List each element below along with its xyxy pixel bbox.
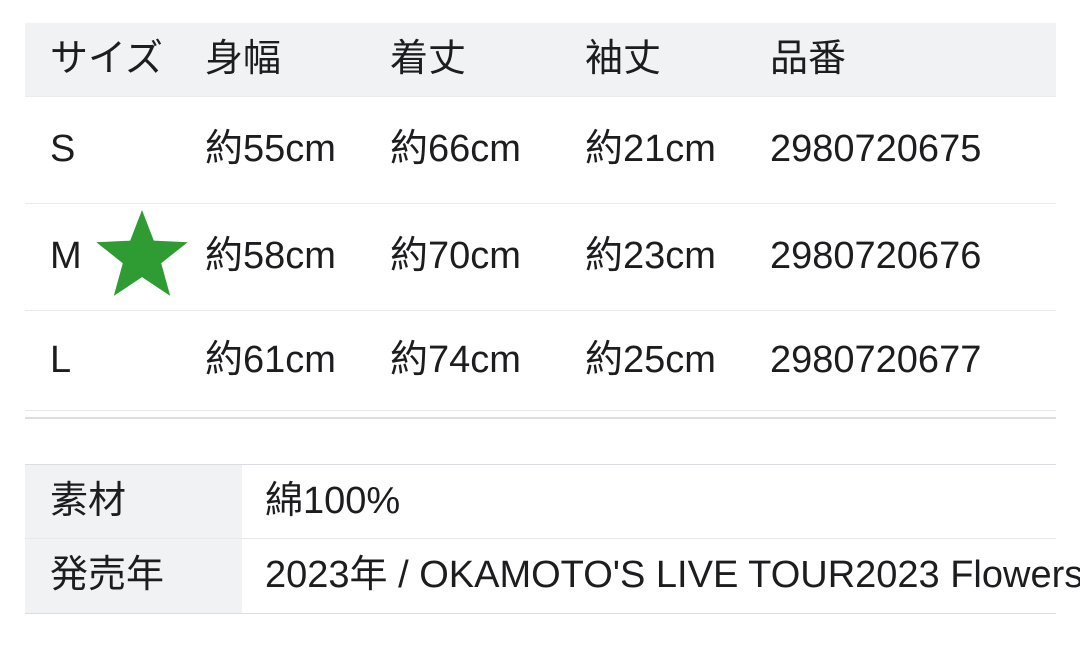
item-number-cell: 2980720675	[770, 128, 982, 171]
details-table: 素材 綿100% 発売年 2023年 / OKAMOTO'S LIVE TOUR…	[25, 464, 1080, 614]
detail-row-material: 素材 綿100%	[25, 465, 1056, 539]
size-cell: M	[25, 209, 205, 305]
length-cell: 約66cm	[390, 128, 521, 171]
sleeve-cell: 約25cm	[585, 338, 716, 381]
col-header-body-width: 身幅	[205, 37, 282, 80]
size-label: M	[50, 235, 82, 278]
length-cell: 約70cm	[390, 235, 521, 278]
sleeve-cell: 約21cm	[585, 128, 716, 171]
body-width-cell: 約58cm	[205, 235, 336, 278]
body-width-cell: 約61cm	[205, 338, 336, 381]
length-cell: 約74cm	[390, 338, 521, 381]
col-header-sleeve: 袖丈	[585, 37, 662, 80]
col-header-size: サイズ	[50, 37, 163, 80]
body-width-cell: 約55cm	[205, 128, 336, 171]
product-spec-page: サイズ 身幅 着丈 袖丈 品番 S 約55cm 約66cm 約21cm 2980…	[25, 23, 1080, 614]
table-row-size-s: S 約55cm 約66cm 約21cm 2980720675	[25, 97, 1056, 204]
size-cell: L	[25, 338, 205, 384]
table-row-size-l: L 約61cm 約74cm 約25cm 2980720677	[25, 311, 1056, 411]
col-header-length: 着丈	[390, 37, 467, 80]
detail-row-release-year: 発売年 2023年 / OKAMOTO'S LIVE TOUR2023 Flow…	[25, 539, 1080, 613]
material-label: 素材	[25, 465, 247, 538]
col-header-item-number: 品番	[770, 37, 847, 80]
table-row-size-m: M 約58cm 約70cm 約23cm 2980720676	[25, 204, 1056, 311]
selected-size-star-icon	[93, 209, 191, 305]
material-value: 綿100%	[265, 479, 401, 522]
item-number-cell: 2980720677	[770, 338, 982, 381]
size-label: L	[50, 338, 72, 381]
size-label: S	[50, 128, 76, 171]
release-year-value: 2023年 / OKAMOTO'S LIVE TOUR2023 Flowers	[265, 554, 1080, 597]
item-number-cell: 2980720676	[770, 235, 982, 278]
sleeve-cell: 約23cm	[585, 235, 716, 278]
release-year-label: 発売年	[25, 539, 247, 613]
size-cell: S	[25, 127, 205, 173]
size-table: サイズ 身幅 着丈 袖丈 品番 S 約55cm 約66cm 約21cm 2980…	[25, 23, 1056, 419]
size-table-header-row: サイズ 身幅 着丈 袖丈 品番	[25, 23, 1056, 97]
